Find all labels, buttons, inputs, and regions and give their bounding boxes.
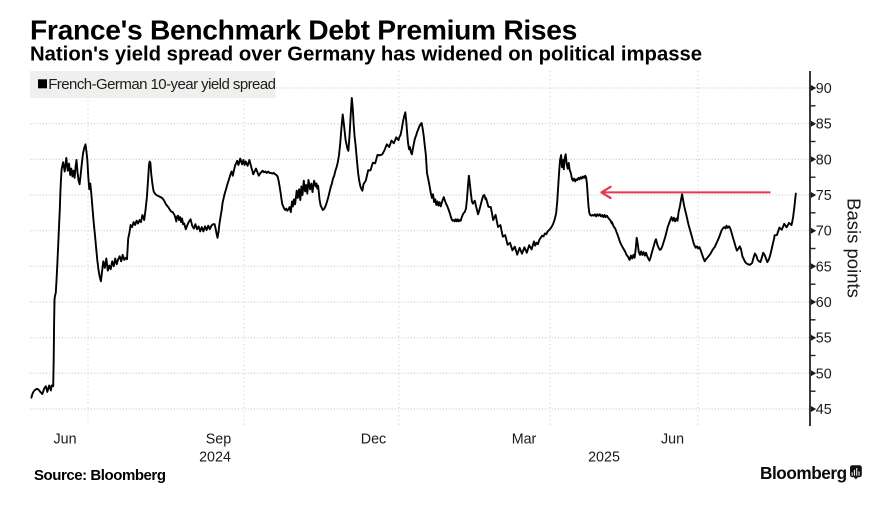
svg-text:2024: 2024 xyxy=(199,450,231,466)
svg-text:Source: Bloomberg: Source: Bloomberg xyxy=(34,467,166,484)
svg-text:55: 55 xyxy=(816,331,832,347)
svg-text:50: 50 xyxy=(816,366,832,382)
svg-text:Nation's yield spread over Ger: Nation's yield spread over Germany has w… xyxy=(30,44,702,66)
svg-text:French-German 10-year yield sp: French-German 10-year yield spread xyxy=(48,76,275,93)
svg-text:Sep: Sep xyxy=(206,432,231,448)
svg-text:85: 85 xyxy=(816,117,832,133)
svg-text:65: 65 xyxy=(816,259,832,275)
svg-text:90: 90 xyxy=(816,81,832,97)
svg-text:Jun: Jun xyxy=(53,432,76,448)
svg-text:70: 70 xyxy=(816,224,832,240)
svg-text:45: 45 xyxy=(816,402,832,418)
svg-text:80: 80 xyxy=(816,152,832,168)
svg-text:60: 60 xyxy=(816,295,832,311)
svg-text:75: 75 xyxy=(816,188,832,204)
svg-text:Bloomberg: Bloomberg xyxy=(760,463,847,483)
svg-text:Basis points: Basis points xyxy=(844,198,865,298)
svg-text:Mar: Mar xyxy=(512,432,537,448)
svg-text:2025: 2025 xyxy=(588,450,620,466)
svg-text:Jun: Jun xyxy=(661,432,684,448)
svg-text:Dec: Dec xyxy=(361,432,386,448)
svg-text:France's Benchmark Debt Premiu: France's Benchmark Debt Premium Rises xyxy=(30,14,577,46)
